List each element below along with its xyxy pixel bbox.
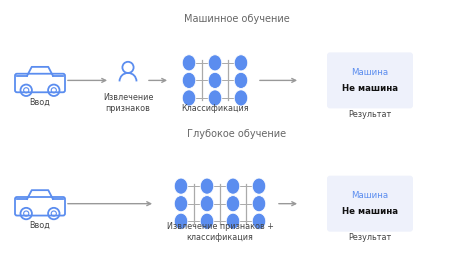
Ellipse shape xyxy=(174,178,188,194)
Ellipse shape xyxy=(226,196,240,212)
Ellipse shape xyxy=(234,72,248,88)
Text: Ввод: Ввод xyxy=(29,221,50,230)
Text: Классификация: Классификация xyxy=(181,104,249,113)
Ellipse shape xyxy=(252,213,266,229)
Ellipse shape xyxy=(208,72,222,88)
Text: Извлечение признаков +
классификация: Извлечение признаков + классификация xyxy=(166,222,273,242)
Ellipse shape xyxy=(234,90,248,106)
Text: Результат: Результат xyxy=(348,110,392,119)
Text: Глубокое обучение: Глубокое обучение xyxy=(187,129,287,139)
Ellipse shape xyxy=(174,213,188,229)
Ellipse shape xyxy=(234,55,248,71)
Ellipse shape xyxy=(182,72,196,88)
Ellipse shape xyxy=(200,196,214,212)
Ellipse shape xyxy=(182,55,196,71)
Text: Результат: Результат xyxy=(348,233,392,242)
Text: Машина: Машина xyxy=(351,68,389,77)
Ellipse shape xyxy=(252,196,266,212)
Text: Ввод: Ввод xyxy=(29,98,50,107)
Ellipse shape xyxy=(208,90,222,106)
Text: Извлечение
признаков: Извлечение признаков xyxy=(103,93,153,113)
Ellipse shape xyxy=(208,55,222,71)
Ellipse shape xyxy=(182,90,196,106)
Text: Не машина: Не машина xyxy=(342,207,398,216)
Ellipse shape xyxy=(200,213,214,229)
Ellipse shape xyxy=(252,178,266,194)
Text: Не машина: Не машина xyxy=(342,84,398,93)
Text: Машина: Машина xyxy=(351,191,389,200)
FancyBboxPatch shape xyxy=(327,53,413,108)
Ellipse shape xyxy=(226,213,240,229)
Ellipse shape xyxy=(200,178,214,194)
Text: Машинное обучение: Машинное обучение xyxy=(184,14,290,24)
Ellipse shape xyxy=(174,196,188,212)
FancyBboxPatch shape xyxy=(327,176,413,232)
Ellipse shape xyxy=(226,178,240,194)
